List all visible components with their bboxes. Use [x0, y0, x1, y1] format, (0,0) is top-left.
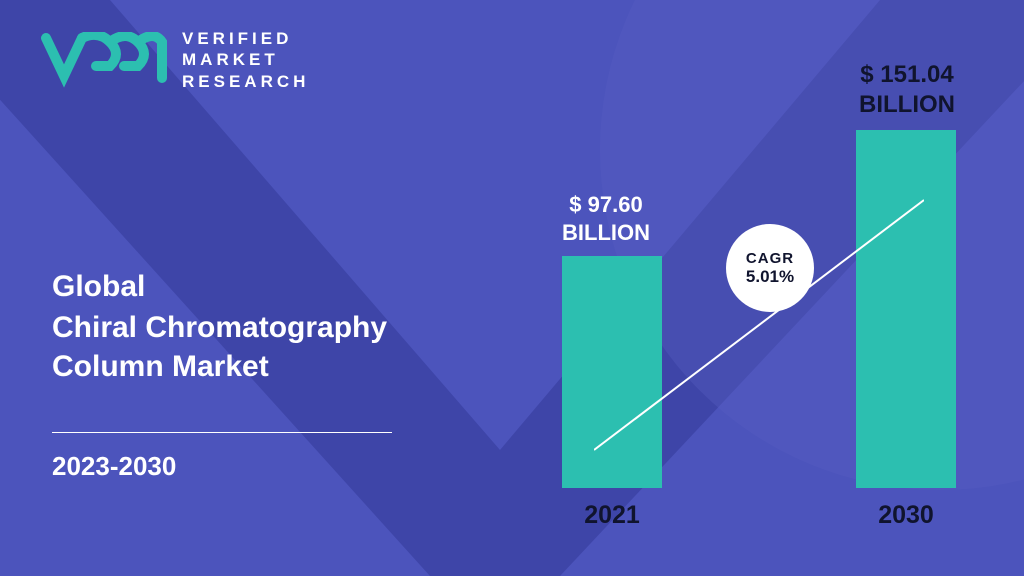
bar-2021 — [562, 256, 662, 488]
logo-text-line1: VERIFIED — [182, 28, 309, 49]
title-block: Global Chiral Chromatography Column Mark… — [52, 270, 392, 482]
year-range: 2023-2030 — [52, 451, 392, 482]
bar-year-2021: 2021 — [562, 501, 662, 530]
bar-2030 — [856, 130, 956, 488]
bar-value-2030-unit: BILLION — [832, 90, 982, 120]
logo-mark-icon — [38, 32, 168, 88]
logo: VERIFIED MARKET RESEARCH — [38, 28, 309, 92]
cagr-label: CAGR — [746, 250, 794, 267]
bar-value-2021-unit: BILLION — [536, 219, 676, 247]
title-divider — [52, 432, 392, 433]
bar-value-2021: $ 97.60 BILLION — [536, 191, 676, 246]
logo-text-line3: RESEARCH — [182, 71, 309, 92]
bar-value-2030: $ 151.04 BILLION — [832, 60, 982, 120]
cagr-badge: CAGR 5.01% — [726, 224, 814, 312]
market-chart: $ 97.60 BILLION 2021 $ 151.04 BILLION 20… — [544, 70, 974, 530]
title-prefix: Global — [52, 270, 392, 304]
bar-year-2030: 2030 — [856, 501, 956, 530]
logo-text: VERIFIED MARKET RESEARCH — [182, 28, 309, 92]
cagr-value: 5.01% — [746, 267, 794, 287]
logo-text-line2: MARKET — [182, 49, 309, 70]
bar-value-2030-amount: $ 151.04 — [832, 60, 982, 90]
bar-value-2021-amount: $ 97.60 — [536, 191, 676, 219]
title-line2: Column Market — [52, 347, 392, 386]
title-line1: Chiral Chromatography — [52, 308, 392, 347]
